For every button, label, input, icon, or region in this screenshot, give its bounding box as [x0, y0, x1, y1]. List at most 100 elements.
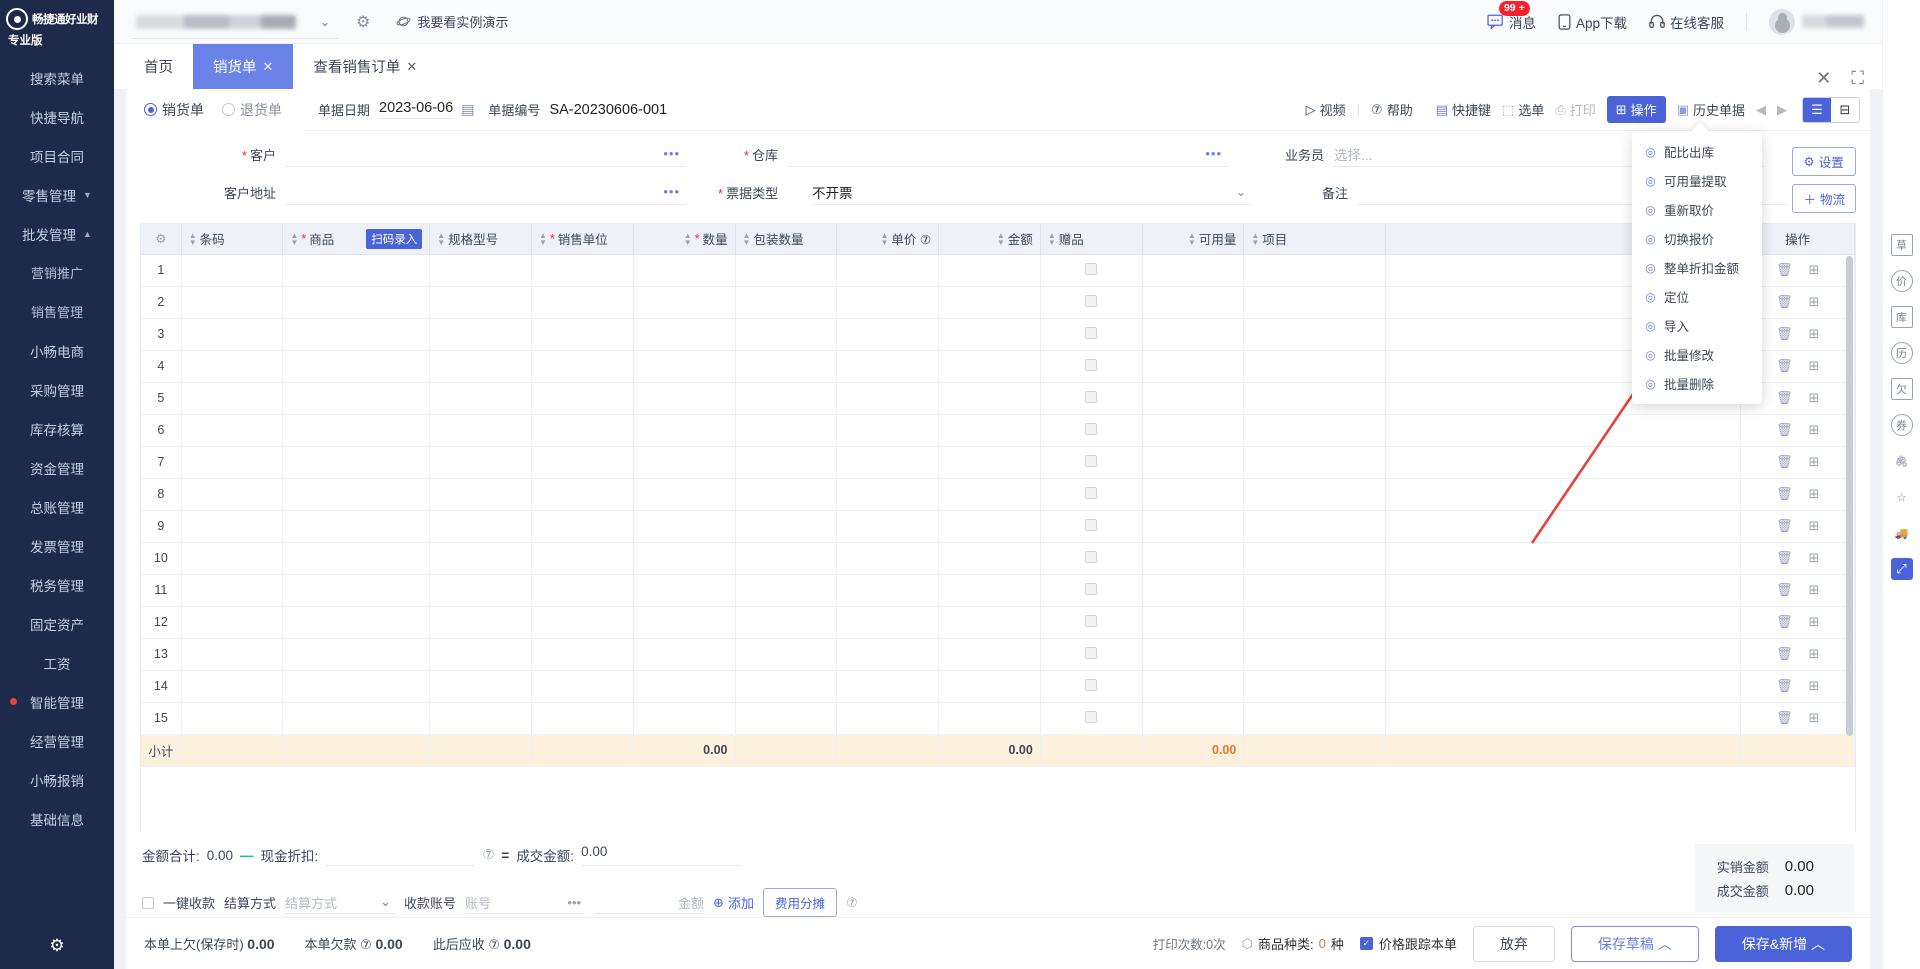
gift-checkbox-cell[interactable] — [1040, 350, 1143, 383]
cell[interactable] — [1142, 478, 1245, 511]
add-row-icon[interactable]: ⊞ — [1808, 614, 1820, 629]
question-icon[interactable]: ⑦ — [845, 894, 858, 910]
cell[interactable] — [1142, 254, 1245, 287]
sidebar-item-17[interactable]: 经营管理 — [0, 721, 114, 760]
tab-close-icon[interactable]: ✕ — [262, 58, 274, 74]
delete-row-icon[interactable]: 🗑 — [1775, 294, 1793, 309]
cell[interactable] — [836, 606, 940, 639]
op-menu-item-4[interactable]: ◎ 整单折扣金额 — [1632, 253, 1762, 282]
column-header-4[interactable]: ▲ ▼ * 销售单位 — [531, 224, 634, 255]
op-menu-item-3[interactable]: ◎ 切换报价 — [1632, 224, 1762, 253]
cell[interactable] — [531, 670, 634, 703]
column-header-2[interactable]: ▲ ▼ * 商品 扫码录入 — [282, 224, 431, 255]
checkbox-icon[interactable] — [1085, 358, 1098, 371]
gift-checkbox-cell[interactable] — [1040, 414, 1143, 447]
cell[interactable] — [429, 702, 532, 735]
table-row[interactable]: 12 🗑 ⊞ — [141, 606, 1855, 639]
account-input[interactable]: 账号 ••• — [465, 892, 586, 914]
add-row-icon[interactable]: ⊞ — [1808, 710, 1820, 725]
address-input[interactable]: ••• — [286, 179, 686, 205]
sort-icon[interactable]: ▲ ▼ — [538, 230, 547, 247]
cell[interactable] — [1142, 638, 1245, 671]
video-button[interactable]: ▷ 视频 — [1306, 100, 1346, 119]
calendar-icon[interactable]: ▤ — [461, 101, 475, 117]
next-doc-icon[interactable]: ▶ — [1777, 101, 1787, 117]
close-icon[interactable]: ✕ — [1816, 68, 1832, 88]
sort-icon[interactable]: ▲ ▼ — [742, 230, 751, 247]
table-row[interactable]: 5 🗑 ⊞ — [141, 382, 1855, 415]
cell[interactable] — [1142, 414, 1245, 447]
cell[interactable] — [1243, 350, 1387, 383]
add-row-icon[interactable]: ⊞ — [1808, 582, 1820, 597]
cell[interactable] — [1142, 670, 1245, 703]
cell[interactable] — [735, 638, 838, 671]
cell[interactable] — [938, 542, 1041, 575]
cell[interactable] — [1243, 670, 1387, 703]
cell[interactable] — [282, 318, 431, 351]
sidebar-item-3[interactable]: 零售管理 ▼ — [0, 175, 114, 214]
table-row[interactable]: 1 🗑 ⊞ — [141, 254, 1855, 287]
cell[interactable] — [735, 542, 838, 575]
cell[interactable] — [836, 638, 940, 671]
cell[interactable] — [181, 446, 284, 479]
op-menu-item-5[interactable]: ◎ 定位 — [1632, 282, 1762, 311]
truck-icon[interactable]: 🚚 — [1894, 527, 1909, 540]
cell[interactable] — [633, 670, 736, 703]
cell[interactable] — [1142, 510, 1245, 543]
cell[interactable] — [429, 510, 532, 543]
column-header-5[interactable]: ▲ ▼ * 数量 — [633, 224, 736, 255]
cell[interactable] — [429, 318, 532, 351]
cell[interactable] — [836, 382, 940, 415]
sort-icon[interactable]: ▲ ▼ — [188, 230, 197, 247]
tab-0[interactable]: 首页 — [124, 44, 193, 89]
cell[interactable] — [1243, 286, 1387, 319]
price-track-option[interactable]: ✓ 价格跟踪本单 — [1359, 934, 1457, 953]
cell[interactable] — [735, 382, 838, 415]
price-icon[interactable]: 价 — [1890, 270, 1913, 292]
org-selector[interactable]: ⌄ — [128, 14, 338, 39]
cell[interactable] — [429, 574, 532, 607]
prev-doc-icon[interactable]: ◀ — [1756, 101, 1766, 117]
cell[interactable] — [181, 702, 284, 735]
tab-1[interactable]: 销货单 ✕ — [193, 44, 294, 89]
sort-icon[interactable]: ▲ ▼ — [290, 230, 299, 247]
cell[interactable] — [429, 382, 532, 415]
chevron-down-icon[interactable]: ⌄ — [1235, 184, 1246, 199]
sidebar-item-13[interactable]: 税务管理 — [0, 565, 114, 604]
checkbox-icon[interactable] — [1085, 518, 1098, 531]
cell[interactable] — [1243, 478, 1387, 511]
column-header-3[interactable]: ▲ ▼ 规格型号 — [429, 224, 532, 255]
user-profile[interactable] — [1769, 8, 1864, 35]
cell[interactable] — [531, 606, 634, 639]
sidebar-item-12[interactable]: 发票管理 — [0, 526, 114, 565]
cell[interactable] — [633, 382, 736, 415]
sidebar-item-0[interactable]: 搜索菜单 — [0, 58, 114, 97]
cell[interactable] — [938, 510, 1041, 543]
checkbox-icon[interactable] — [1085, 486, 1098, 499]
cell[interactable] — [1142, 318, 1245, 351]
shortcut-button[interactable]: ▤ 快捷键 — [1436, 100, 1491, 119]
fullscreen-icon[interactable]: ⛶ — [1851, 68, 1864, 88]
cell[interactable] — [938, 382, 1041, 415]
sidebar-item-19[interactable]: 基础信息 — [0, 799, 114, 838]
sidebar-item-10[interactable]: 资金管理 — [0, 448, 114, 487]
cell[interactable] — [282, 478, 431, 511]
history-icon[interactable]: 历 — [1890, 342, 1913, 364]
cell[interactable] — [1385, 478, 1742, 511]
cell[interactable] — [181, 254, 284, 287]
sort-icon[interactable]: ▲ ▼ — [1047, 230, 1056, 247]
delete-row-icon[interactable]: 🗑 — [1775, 486, 1793, 501]
cell[interactable] — [282, 510, 431, 543]
delete-row-icon[interactable]: 🗑 — [1775, 326, 1793, 341]
delete-row-icon[interactable]: 🗑 — [1775, 390, 1793, 405]
cell[interactable] — [938, 286, 1041, 319]
cell[interactable] — [1385, 510, 1742, 543]
table-row[interactable]: 7 🗑 ⊞ — [141, 446, 1855, 479]
cell[interactable] — [633, 478, 736, 511]
cell[interactable] — [1385, 446, 1742, 479]
cell[interactable] — [429, 542, 532, 575]
chevron-down-icon[interactable]: ⌄ — [319, 14, 330, 29]
cell[interactable] — [1142, 574, 1245, 607]
cell[interactable] — [735, 254, 838, 287]
cell[interactable] — [531, 702, 634, 735]
